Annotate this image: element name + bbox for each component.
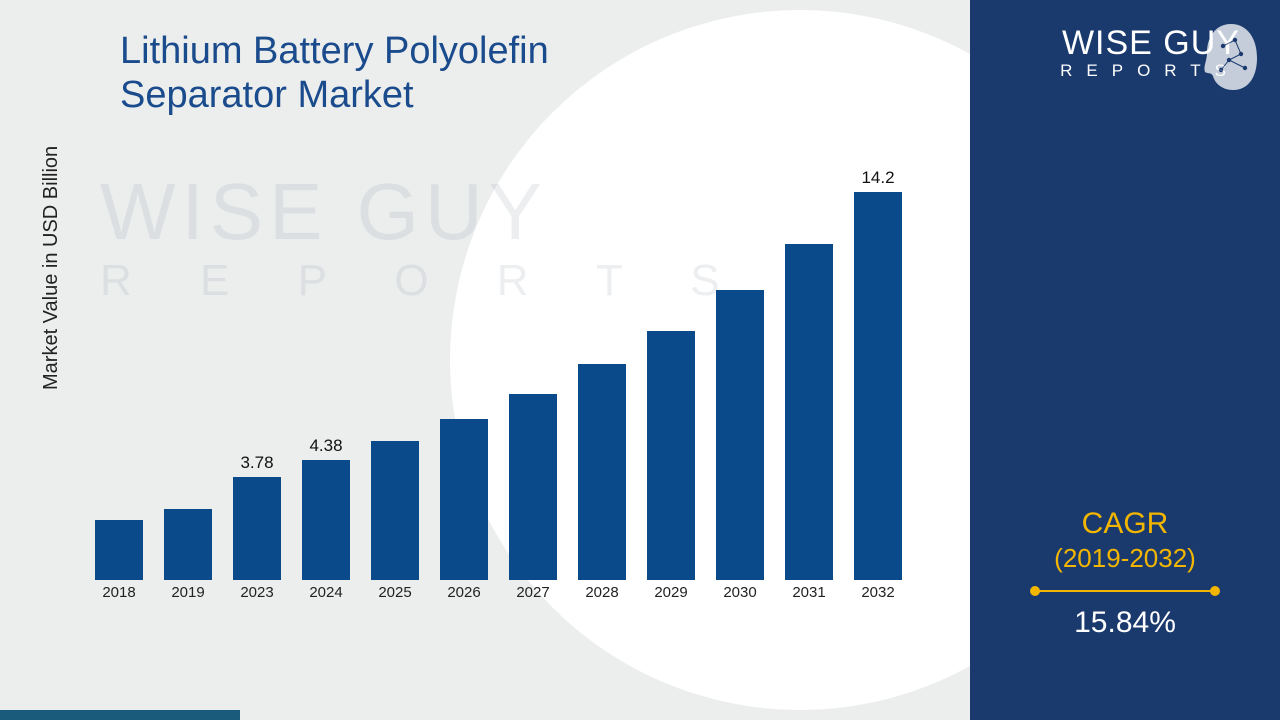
bar [854,192,902,580]
x-tick-label: 2024 [296,584,356,601]
bar-chart: 3.784.3814.2 201820192023202420252026202… [95,170,925,610]
bar [440,419,488,580]
y-axis-label: Market Value in USD Billion [40,146,63,390]
page-root: WISE GUY R E P O R T S Lithium Battery P… [0,0,1280,720]
x-tick-label: 2026 [434,584,494,601]
bar [95,520,143,580]
x-tick-label: 2032 [848,584,908,601]
x-tick-label: 2019 [158,584,218,601]
bar [509,394,557,580]
bar [785,244,833,580]
bar-value-label: 3.78 [227,453,287,473]
bar [716,290,764,580]
x-tick-label: 2027 [503,584,563,601]
decorative-bottom-bar [0,710,240,720]
cagr-divider [1035,590,1215,592]
x-tick-label: 2018 [89,584,149,601]
x-tick-label: 2030 [710,584,770,601]
x-tick-label: 2031 [779,584,839,601]
cagr-block: CAGR (2019-2032) 15.84% [1010,507,1240,640]
bar [233,477,281,580]
bar-value-label: 4.38 [296,436,356,456]
bar [578,364,626,580]
plot-area: 3.78 4.38 14.2 [95,170,925,580]
bar-value-label: 14.2 [848,168,908,188]
cagr-label: CAGR [1010,507,1240,541]
bar [647,331,695,580]
x-tick-label: 2029 [641,584,701,601]
x-tick-label: 2023 [227,584,287,601]
cagr-range: (2019-2032) [1010,543,1240,574]
head-icon [1200,22,1262,92]
x-tick-label: 2025 [365,584,425,601]
x-tick-label: 2028 [572,584,632,601]
bar [371,441,419,580]
bar [302,460,350,580]
cagr-value: 15.84% [1010,606,1240,640]
bar [164,509,212,580]
page-title: Lithium Battery Polyolefin Separator Mar… [120,30,680,117]
